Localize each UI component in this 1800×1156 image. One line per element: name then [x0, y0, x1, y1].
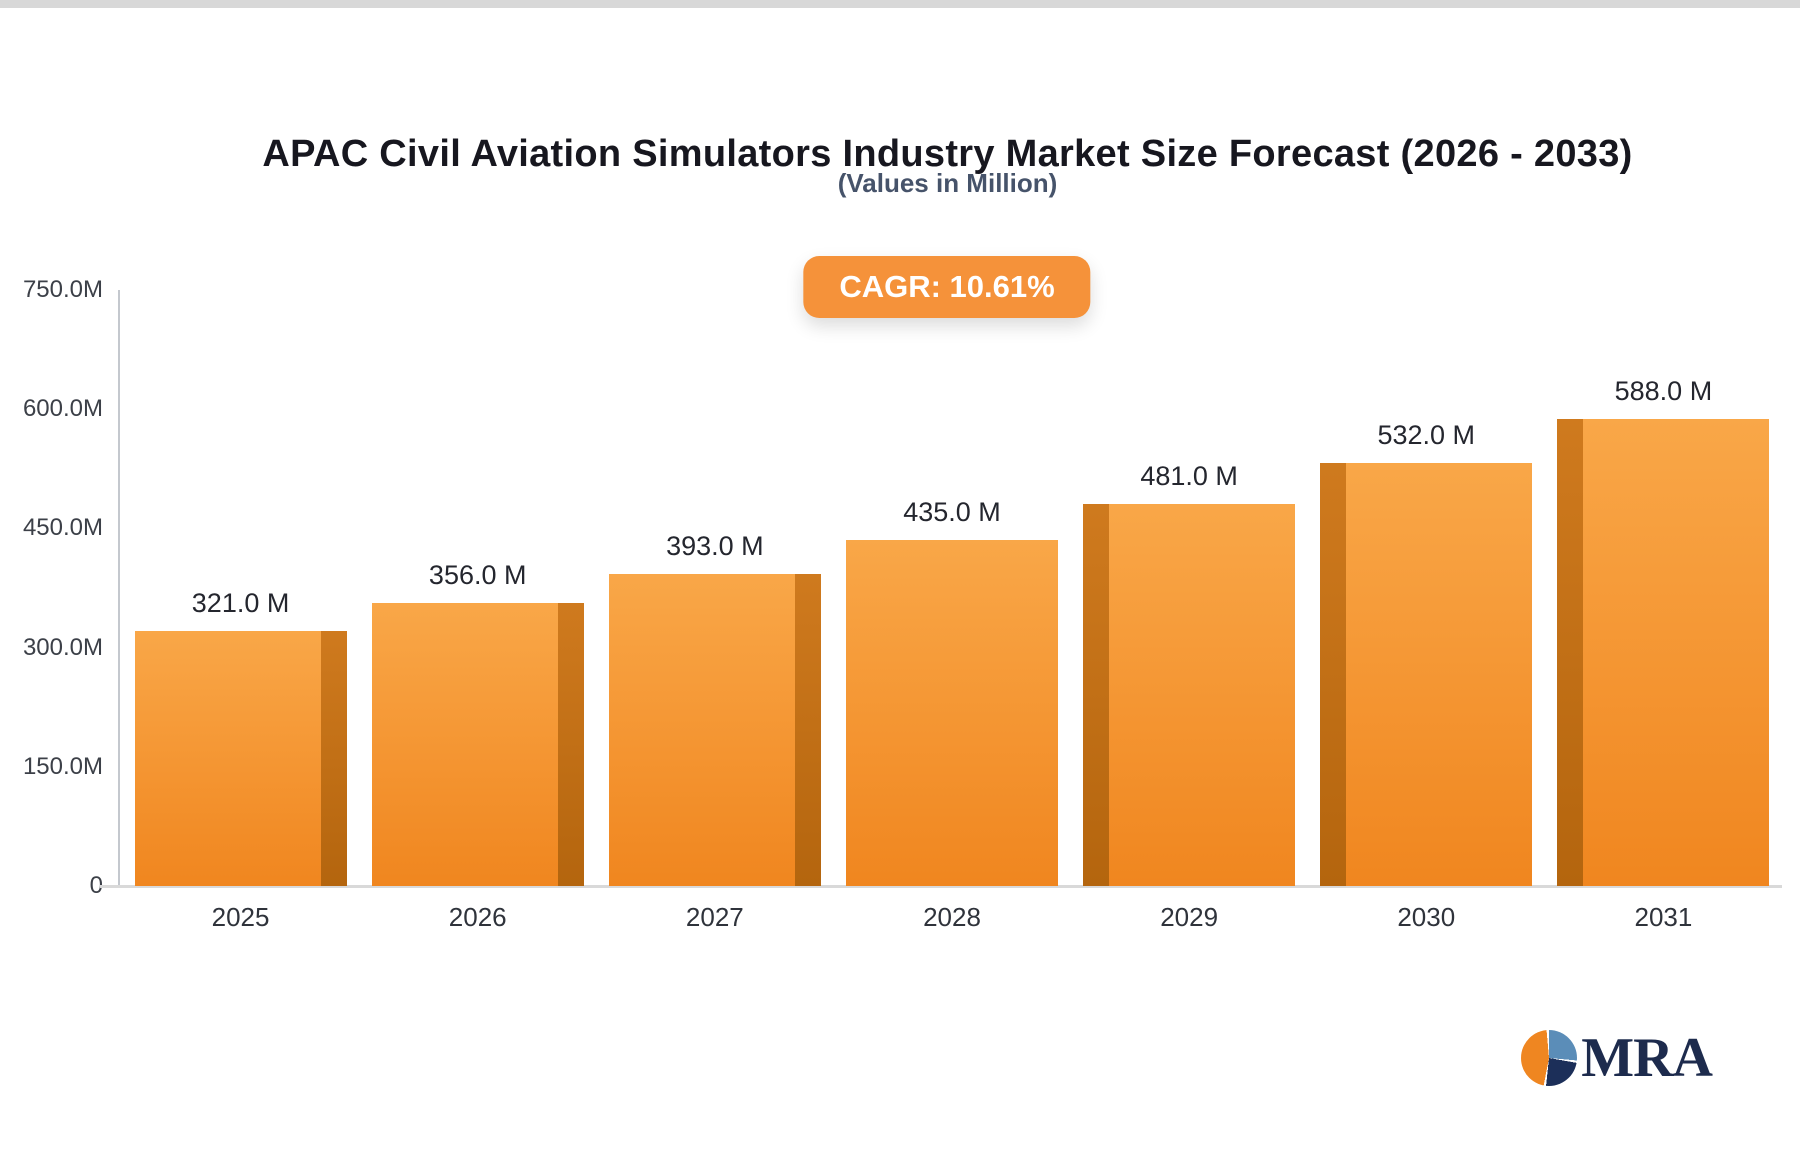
- cagr-badge: CAGR: 10.61%: [803, 256, 1091, 318]
- bar-shadow-edge: [557, 603, 584, 886]
- bar-group-2025: 321.0 M: [122, 290, 359, 886]
- x-axis-label: 2031: [1634, 902, 1693, 932]
- bar-shadow-edge: [1557, 418, 1584, 886]
- x-axis-label: 2030: [1397, 902, 1456, 932]
- y-axis-tick-label: 150.0M: [22, 752, 103, 780]
- bar-2027[interactable]: [608, 573, 821, 886]
- x-axis-line: [100, 885, 1782, 888]
- bar-2029[interactable]: [1083, 503, 1296, 886]
- bar-value-label: 532.0 M: [1377, 420, 1476, 451]
- mra-logo-icon: [1521, 1030, 1578, 1086]
- bar-2028[interactable]: [845, 540, 1058, 886]
- x-axis-label: 2027: [685, 902, 744, 932]
- window-top-strip: [0, 0, 1800, 8]
- bar-value-label: 588.0 M: [1614, 375, 1713, 406]
- bar-shadow-edge: [1320, 463, 1347, 886]
- bar-value-label: 321.0 M: [191, 587, 290, 618]
- bar-value-label: 481.0 M: [1140, 460, 1238, 491]
- chart-subtitle: (Values in Million): [837, 168, 1058, 198]
- bar-group-2026: 356.0 M: [359, 290, 596, 886]
- mra-logo-text: MRA: [1581, 1027, 1713, 1089]
- y-axis-tick-label: 600.0M: [22, 395, 103, 423]
- bar-value-label: 356.0 M: [428, 560, 527, 591]
- y-axis-tick-label: 750.0M: [22, 276, 103, 303]
- bar-2026[interactable]: [371, 603, 584, 886]
- bar-group-2028: 435.0 M: [833, 290, 1070, 886]
- bar-group-2030: 532.0 M: [1308, 290, 1545, 886]
- y-axis-tick-label: 450.0M: [22, 514, 103, 542]
- bar-2030[interactable]: [1320, 463, 1533, 886]
- bar-2025[interactable]: [134, 630, 347, 886]
- x-axis: 2025 2026 2027 2028 2029 2030 2031: [122, 902, 1782, 933]
- y-axis-tick-label: 0: [89, 872, 103, 899]
- bar-shadow-edge: [1083, 503, 1110, 886]
- bar-value-label: 393.0 M: [666, 530, 764, 561]
- mra-logo: MRA: [1521, 1027, 1713, 1089]
- x-axis-label: 2025: [211, 902, 270, 932]
- bar-value-label: 435.0 M: [903, 497, 1001, 528]
- bar-2031[interactable]: [1557, 418, 1770, 886]
- bar-group-2031: 588.0 M: [1545, 290, 1782, 886]
- x-axis-label: 2028: [923, 902, 981, 932]
- bar-shadow-edge: [320, 630, 347, 886]
- y-axis-line: [118, 290, 120, 887]
- x-axis-label: 2029: [1160, 902, 1219, 932]
- bar-group-2029: 481.0 M: [1071, 290, 1308, 886]
- y-axis-tick-label: 300.0M: [22, 633, 103, 661]
- y-axis: 750.0M 600.0M 450.0M 300.0M 150.0M 0: [0, 0, 103, 1156]
- bar-group-2027: 393.0 M: [596, 290, 833, 886]
- x-axis-label: 2026: [448, 902, 507, 932]
- plot-area: 321.0 M 356.0 M 393.0 M 435.0 M 481.0 M 532.0…: [122, 290, 1782, 886]
- bar-shadow-edge: [794, 573, 821, 886]
- chart-title: APAC Civil Aviation Simulators Industry …: [262, 133, 1633, 176]
